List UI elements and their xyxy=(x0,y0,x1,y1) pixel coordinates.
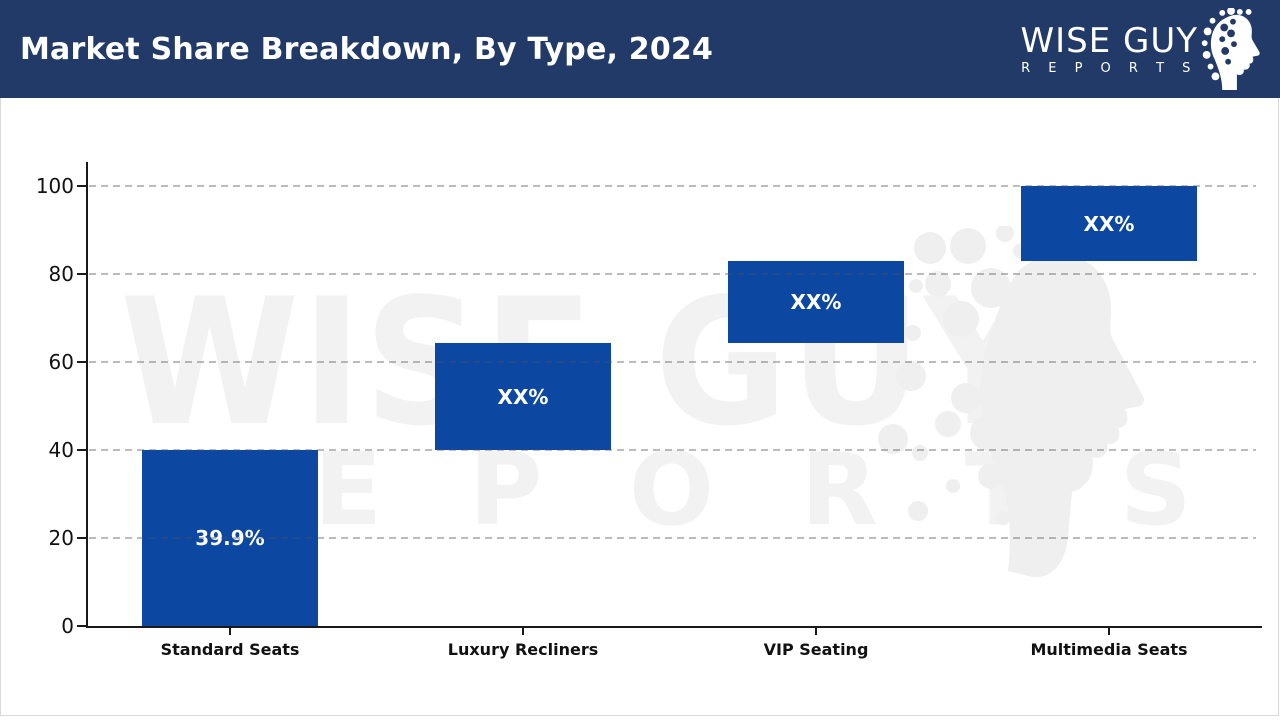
bar: XX% xyxy=(1021,186,1197,262)
y-tick-label: 0 xyxy=(61,614,74,638)
bar: XX% xyxy=(435,342,611,451)
x-category-label: Multimedia Seats xyxy=(1030,640,1188,659)
y-tick-mark xyxy=(77,185,86,187)
chart: WISE GUY R E P O R T S 0 20 40 60 80 100 39.9%… xyxy=(0,98,1280,720)
gridline xyxy=(89,273,1256,275)
bar-value-label: XX% xyxy=(790,289,842,314)
logo: WISE GUY R E P O R T S xyxy=(1020,8,1266,90)
y-tick-mark xyxy=(77,449,86,451)
bar-value-label: XX% xyxy=(497,384,549,409)
y-tick-mark xyxy=(77,537,86,539)
bar: 39.9% xyxy=(142,450,318,626)
bar-value-label: XX% xyxy=(1083,211,1135,236)
logo-wordmark: WISE GUY xyxy=(1020,20,1198,61)
plot-area: 0 20 40 60 80 100 39.9% XX% XX% XX% Standard Seats… xyxy=(0,98,1280,720)
bar: XX% xyxy=(728,261,904,343)
gridline xyxy=(89,537,1256,539)
logo-text: WISE GUY R E P O R T S xyxy=(1020,24,1198,75)
page-title: Market Share Breakdown, By Type, 2024 xyxy=(20,31,714,67)
header: Market Share Breakdown, By Type, 2024 WI… xyxy=(0,0,1280,98)
y-tick-mark xyxy=(77,625,86,627)
y-tick-label: 40 xyxy=(48,438,74,462)
x-axis-spine xyxy=(86,626,1262,628)
gridline xyxy=(89,185,1256,187)
logo-head-icon xyxy=(1201,8,1260,90)
x-category-label: VIP Seating xyxy=(763,640,869,659)
x-tick-mark xyxy=(815,628,817,635)
y-tick-label: 20 xyxy=(48,526,74,550)
x-category-label: Standard Seats xyxy=(160,640,300,659)
y-axis-spine xyxy=(86,162,88,628)
gridline xyxy=(89,361,1256,363)
x-tick-mark xyxy=(522,628,524,635)
y-tick-label: 60 xyxy=(48,350,74,374)
x-tick-mark xyxy=(229,628,231,635)
y-tick-label: 80 xyxy=(48,262,74,286)
x-tick-mark xyxy=(1108,628,1110,635)
gridline xyxy=(89,449,1256,451)
y-tick-label: 100 xyxy=(35,174,74,198)
y-tick-mark xyxy=(77,361,86,363)
bar-value-label: 39.9% xyxy=(195,526,265,551)
logo-subtext: R E P O R T S xyxy=(1021,60,1198,76)
y-tick-mark xyxy=(77,273,86,275)
x-category-label: Luxury Recliners xyxy=(447,640,599,659)
